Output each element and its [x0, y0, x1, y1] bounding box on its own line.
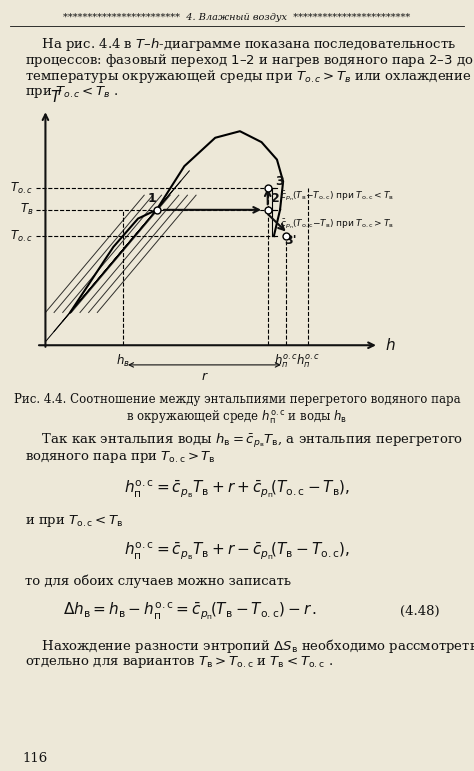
Text: $h_{\rm п}^{\rm о.с} = \bar{c}_{p_{\rm в}} T_{\rm в} + r + \bar{c}_{p_{\rm п}}\!: $h_{\rm п}^{\rm о.с} = \bar{c}_{p_{\rm в…: [124, 479, 350, 500]
Text: $h_{\mathit{в}}$: $h_{\mathit{в}}$: [116, 353, 129, 369]
Text: процессов: фазовый переход $1$–$2$ и нагрев водяного пара $2$–$3$ до: процессов: фазовый переход $1$–$2$ и наг…: [25, 52, 474, 69]
Text: $\bar{c}_{p_{\rm п}}(T_{\rm в}{-}T_{\rm о.с})$ при $T_{\rm о.с}{<}T_{\rm в}$: $\bar{c}_{p_{\rm п}}(T_{\rm в}{-}T_{\rm …: [280, 190, 394, 204]
Text: $h_{\mathit{п}}^{\mathit{о.с}}$: $h_{\mathit{п}}^{\mathit{о.с}}$: [296, 353, 320, 370]
Text: 3: 3: [275, 175, 284, 187]
Text: то для обоих случаев можно записать: то для обоих случаев можно записать: [25, 575, 291, 588]
Text: (4.48): (4.48): [401, 605, 440, 618]
Text: $\Delta h_{\rm в} = h_{\rm в} - h_{\rm п}^{\rm о.с} = \bar{c}_{p_{\rm п}}\!\left: $\Delta h_{\rm в} = h_{\rm в} - h_{\rm п…: [63, 601, 317, 622]
Text: $r$: $r$: [201, 370, 208, 383]
Text: Нахождение разности энтропий $\Delta S_{\rm в}$ необходимо рассмотреть: Нахождение разности энтропий $\Delta S_{…: [25, 637, 474, 655]
Text: 2: 2: [271, 192, 280, 205]
Text: $T_{\mathit{в}}$: $T_{\mathit{в}}$: [19, 202, 33, 217]
Text: 1: 1: [147, 192, 156, 205]
Text: температуры окружающей среды при $T_{\mathit{о.с}} > T_{\mathit{в}}$ или охлажде: температуры окружающей среды при $T_{\ma…: [25, 68, 474, 86]
Text: $h$: $h$: [385, 337, 396, 353]
Text: $T_{\mathit{о.с}}$: $T_{\mathit{о.с}}$: [10, 180, 33, 196]
Text: отдельно для вариантов $T_{\rm в} > T_{\rm о.с}$ и $T_{\rm в} < T_{\rm о.с}$ .: отдельно для вариантов $T_{\rm в} > T_{\…: [25, 654, 333, 670]
Text: при $T_{\mathit{о.с}} < T_{\mathit{в}}$ .: при $T_{\mathit{о.с}} < T_{\mathit{в}}$ …: [25, 84, 118, 100]
Text: $\bar{c}_{p_{\rm п}}(T_{\rm о.с}{-}T_{\rm в})$ при $T_{\rm о.с}{>}T_{\rm в}$: $\bar{c}_{p_{\rm п}}(T_{\rm о.с}{-}T_{\r…: [280, 217, 394, 231]
Text: и при $T_{\rm о.с} < T_{\rm в}$: и при $T_{\rm о.с} < T_{\rm в}$: [25, 513, 124, 529]
Text: Так как энтальпия воды $h_{\rm в} = \bar{c}_{p_{\rm в}} T_{\rm в}$, а энтальпия : Так как энтальпия воды $h_{\rm в} = \bar…: [25, 432, 463, 450]
Text: $h_{\mathit{п}}^{\mathit{о.с}}$: $h_{\mathit{п}}^{\mathit{о.с}}$: [274, 353, 298, 370]
Text: Рис. 4.4. Соотношение между энтальпиями перегретого водяного пара: Рис. 4.4. Соотношение между энтальпиями …: [14, 393, 460, 406]
Text: водяного пара при $T_{\rm о.с} > T_{\rm в}$: водяного пара при $T_{\rm о.с} > T_{\rm …: [25, 449, 216, 465]
Text: в окружающей среде $h_{\rm п}^{\rm о.с}$ и воды $h_{\rm в}$: в окружающей среде $h_{\rm п}^{\rm о.с}$…: [126, 408, 348, 426]
Text: $h_{\rm п}^{\rm о.с} = \bar{c}_{p_{\rm в}} T_{\rm в} + r - \bar{c}_{p_{\rm п}}\!: $h_{\rm п}^{\rm о.с} = \bar{c}_{p_{\rm в…: [124, 541, 350, 562]
Text: 3': 3': [284, 234, 297, 247]
Text: ************************  4. Влажный воздух  ************************: ************************ 4. Влажный возд…: [64, 13, 410, 22]
Text: На рис. 4.4 в $T$–$h$-диаграмме показана последовательность: На рис. 4.4 в $T$–$h$-диаграмме показана…: [25, 36, 456, 53]
Text: $T_{\mathit{о.с}}$: $T_{\mathit{о.с}}$: [10, 228, 33, 244]
Text: 116: 116: [22, 752, 47, 765]
Text: $T$: $T$: [50, 89, 63, 105]
